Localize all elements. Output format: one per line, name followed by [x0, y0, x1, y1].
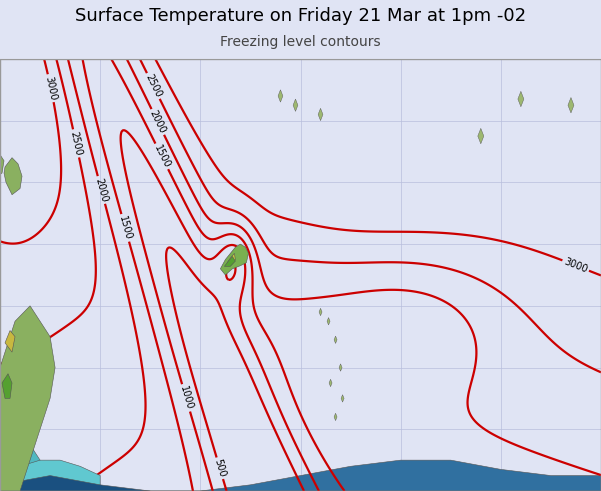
Polygon shape — [221, 244, 248, 275]
Polygon shape — [0, 460, 100, 491]
Polygon shape — [478, 128, 484, 144]
Text: Freezing level contours: Freezing level contours — [220, 35, 381, 50]
Polygon shape — [4, 158, 22, 195]
Polygon shape — [339, 364, 342, 371]
Polygon shape — [2, 374, 12, 398]
Polygon shape — [0, 423, 60, 491]
Text: 1500: 1500 — [117, 215, 133, 241]
Text: 1000: 1000 — [178, 385, 194, 411]
Text: 2500: 2500 — [144, 73, 163, 99]
Polygon shape — [0, 306, 55, 491]
Polygon shape — [329, 379, 332, 387]
Polygon shape — [5, 330, 15, 352]
Text: 500: 500 — [212, 458, 227, 479]
Polygon shape — [224, 256, 236, 266]
Polygon shape — [278, 90, 283, 102]
Polygon shape — [293, 99, 298, 111]
Polygon shape — [568, 98, 574, 113]
Text: Surface Temperature on Friday 21 Mar at 1pm -02: Surface Temperature on Friday 21 Mar at … — [75, 7, 526, 26]
Text: 2500: 2500 — [69, 130, 84, 157]
Text: 3000: 3000 — [43, 75, 58, 101]
Polygon shape — [341, 395, 344, 402]
Text: 3000: 3000 — [563, 256, 589, 274]
Polygon shape — [0, 476, 150, 491]
Polygon shape — [334, 413, 337, 421]
Polygon shape — [319, 308, 322, 316]
Polygon shape — [518, 91, 524, 107]
Polygon shape — [0, 155, 4, 176]
Polygon shape — [318, 109, 323, 121]
Polygon shape — [327, 318, 330, 325]
Text: 2000: 2000 — [93, 177, 109, 203]
Text: 1500: 1500 — [152, 143, 172, 169]
Polygon shape — [334, 336, 337, 344]
Polygon shape — [0, 460, 601, 491]
Text: 2000: 2000 — [148, 109, 168, 135]
Polygon shape — [227, 253, 236, 264]
